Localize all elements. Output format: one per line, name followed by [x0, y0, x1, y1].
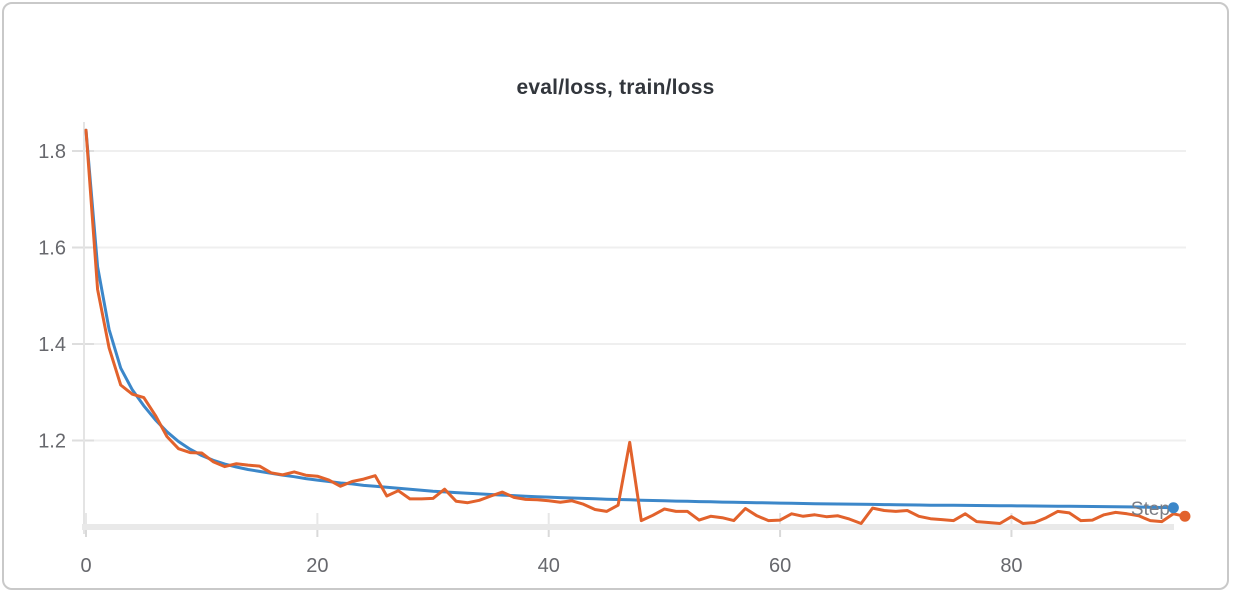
eval-loss-endpoint-dot	[1167, 502, 1179, 514]
x-tick-label: 40	[538, 555, 560, 577]
loss-chart-plot[interactable]: 1.8 1.6 1.4 1.2 0 20 40 60 80 Step	[4, 4, 1236, 604]
y-tick-label: 1.8	[38, 141, 66, 163]
y-tick-label: 1.2	[38, 431, 66, 453]
x-tick-label: 80	[1000, 555, 1022, 577]
x-tick-label: 20	[306, 555, 328, 577]
x-tick-label: 60	[769, 555, 791, 577]
train-loss-endpoint-dot	[1179, 510, 1191, 522]
y-tick-label: 1.4	[38, 334, 66, 356]
x-tick-label: 0	[80, 555, 91, 577]
train-loss-line	[84, 128, 1187, 525]
chart-card: eval/loss, train/loss 1.8 1.6 1.4 1.2 0 20 40 6…	[2, 2, 1229, 590]
x-axis-label-step: Step	[1131, 499, 1170, 520]
y-tick-label: 1.6	[38, 238, 66, 260]
eval-loss-line	[84, 128, 1175, 510]
chart-title: eval/loss, train/loss	[516, 76, 715, 99]
